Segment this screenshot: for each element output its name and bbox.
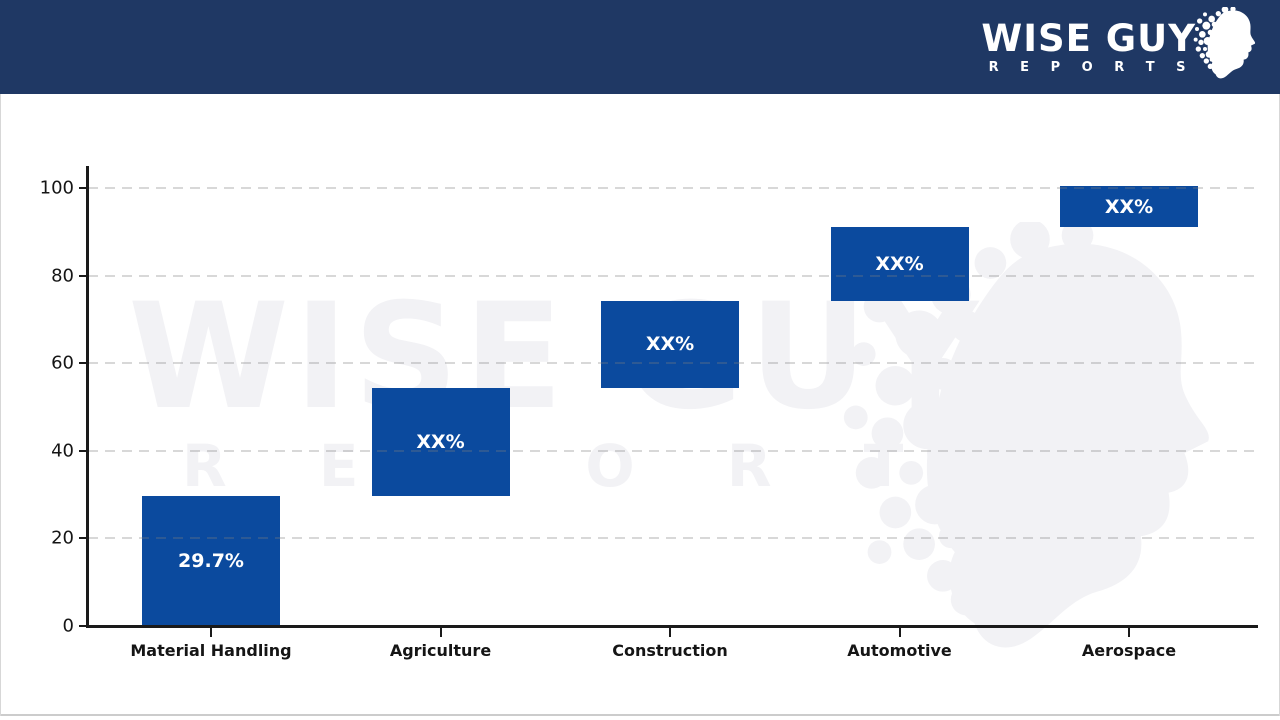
y-tick-mark xyxy=(79,537,88,540)
bar-value-label: XX% xyxy=(1104,195,1154,218)
bar-automotive: XX% xyxy=(830,227,969,301)
bar-construction: XX% xyxy=(601,300,739,389)
gridline-y100 xyxy=(88,187,1256,189)
x-tick-mark xyxy=(439,628,442,637)
x-axis-line xyxy=(86,625,1258,628)
x-category-label-automotive: Automotive xyxy=(847,641,952,660)
x-tick-mark xyxy=(669,628,671,637)
y-tick-label: 0 xyxy=(62,615,74,637)
y-axis-line xyxy=(86,166,89,627)
brand-name: WISE GUY xyxy=(981,16,1196,60)
y-tick-mark xyxy=(79,362,88,365)
bar-value-label: 29.7% xyxy=(178,549,244,572)
y-tick-label: 20 xyxy=(51,527,74,549)
left-frame-line xyxy=(0,94,1,716)
bar-value-label: XX% xyxy=(645,333,695,356)
gridline-y40 xyxy=(88,449,1256,452)
x-tick-mark xyxy=(898,628,901,637)
x-category-label-construction: Construction xyxy=(612,641,728,660)
gridline-y20 xyxy=(88,537,1256,540)
x-tick-mark xyxy=(210,628,212,637)
y-tick-label: 60 xyxy=(51,352,74,374)
watermark-face-icon xyxy=(843,222,1209,648)
y-tick-mark xyxy=(79,274,88,277)
bar-material-handling: 29.7% xyxy=(142,495,280,626)
x-category-label-agriculture: Agriculture xyxy=(389,641,492,660)
bar-aerospace: XX% xyxy=(1060,186,1198,228)
y-tick-mark xyxy=(79,187,88,189)
y-tick-label: 40 xyxy=(51,440,74,462)
bar-value-label: XX% xyxy=(875,252,924,275)
brand-subname: R E P O R T S xyxy=(988,59,1194,75)
gridline-y80 xyxy=(88,274,1256,277)
brand-face-icon xyxy=(1193,7,1256,79)
x-tick-mark xyxy=(1128,628,1130,637)
bar-value-label: XX% xyxy=(416,431,465,454)
header-bar xyxy=(0,0,1280,94)
bar-agriculture: XX% xyxy=(371,388,510,496)
brand-logo-text: WISE GUY R E P O R T S xyxy=(981,20,1196,75)
y-tick-mark xyxy=(79,625,88,627)
x-category-label-material-handling: Material Handling xyxy=(130,641,292,660)
bottom-frame-line xyxy=(0,714,1280,716)
brand-logo: WISE GUY R E P O R T S xyxy=(981,0,1268,94)
y-tick-label: 80 xyxy=(51,265,74,287)
gridline-y60 xyxy=(88,362,1256,365)
y-tick-mark xyxy=(79,449,88,452)
x-category-label-aerospace: Aerospace xyxy=(1081,641,1177,660)
y-tick-label: 100 xyxy=(39,177,74,199)
